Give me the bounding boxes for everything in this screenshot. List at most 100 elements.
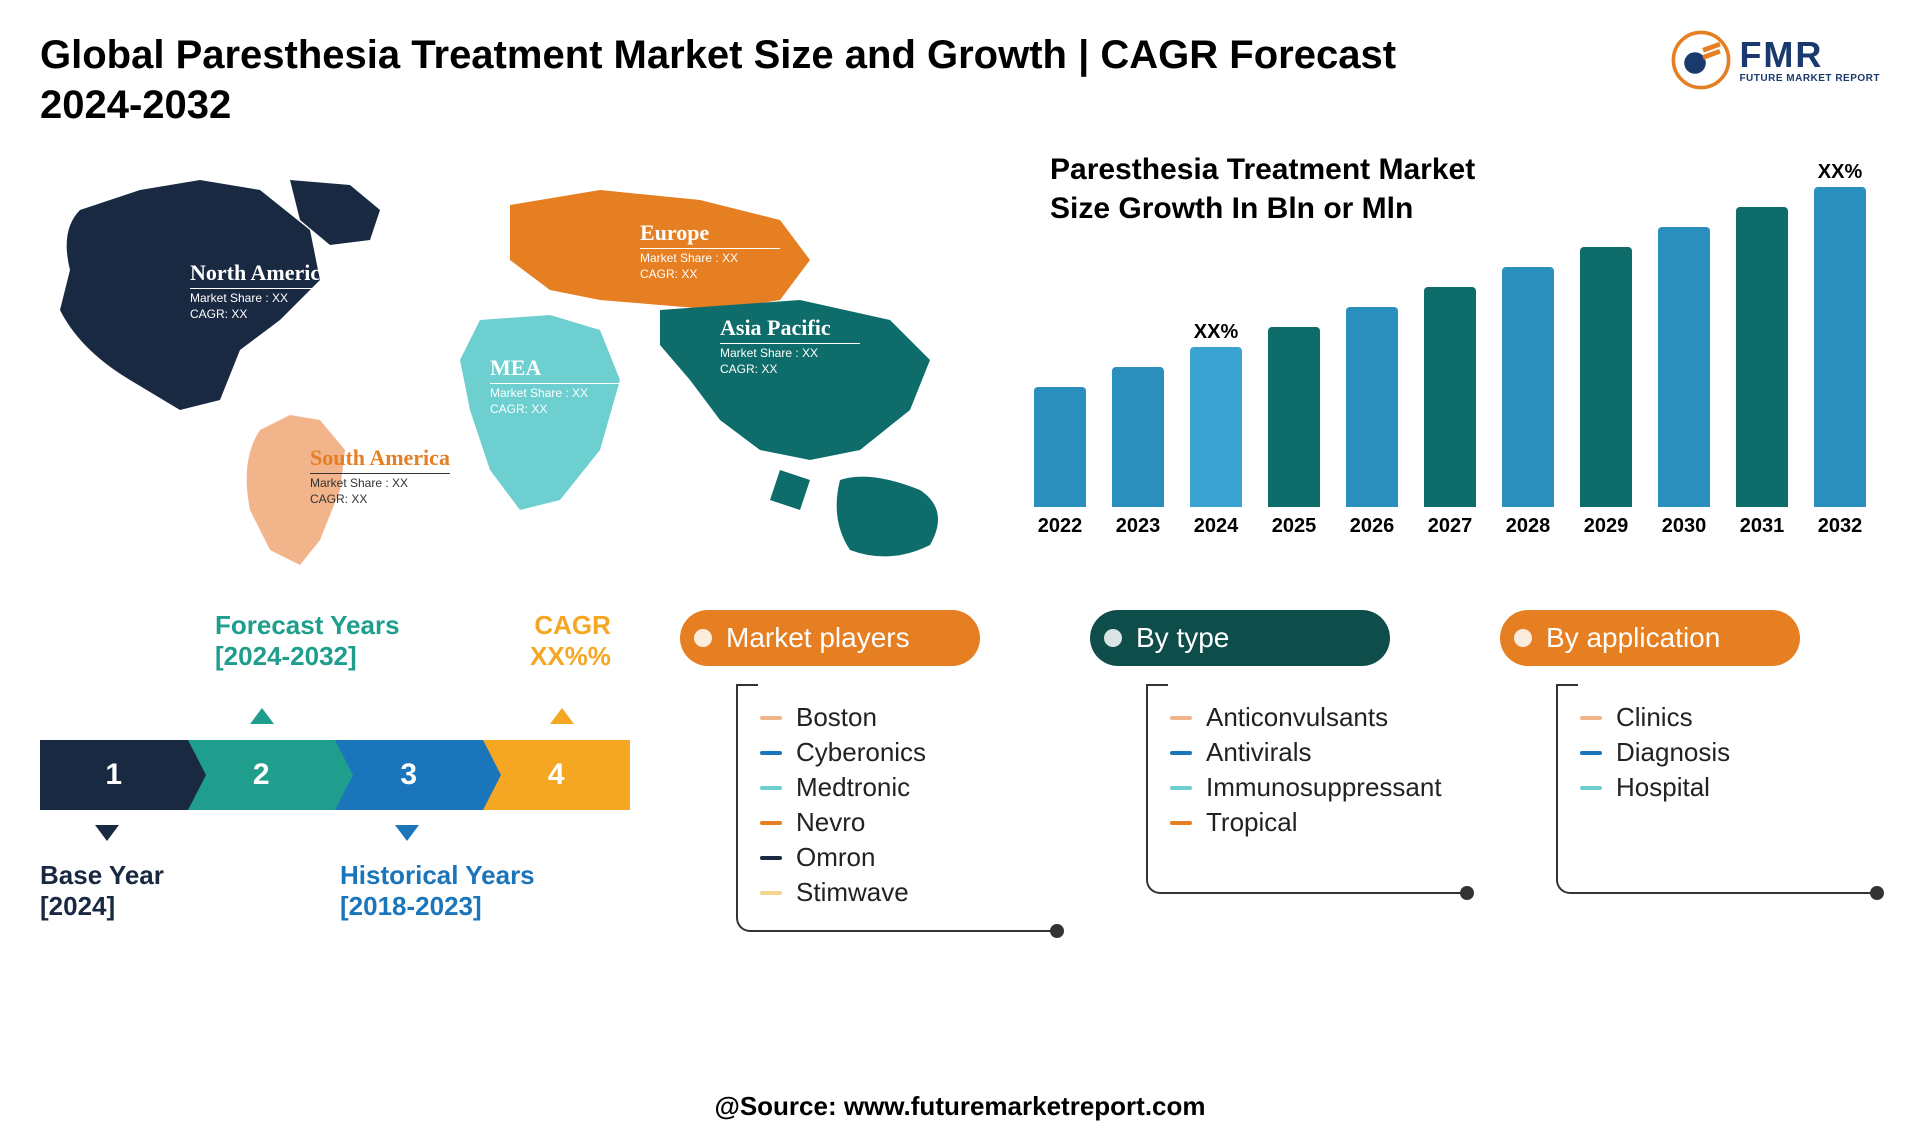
item-text: Tropical xyxy=(1206,807,1298,838)
bar-column: 2028 xyxy=(1498,267,1558,538)
binoculars-icon xyxy=(1671,30,1731,90)
tick-icon xyxy=(1580,751,1602,755)
region-mea-cagr: CAGR: XX xyxy=(490,402,630,418)
tick-icon xyxy=(760,751,782,755)
timeline-infographic: Forecast Years [2024-2032] CAGR XX%% 1 2… xyxy=(40,610,650,930)
timeline-seg-4: 4 xyxy=(483,740,631,810)
list-item: Immunosuppressant xyxy=(1170,772,1466,803)
item-text: Hospital xyxy=(1616,772,1710,803)
bar-column: 2027 xyxy=(1420,287,1480,538)
bar-year-label: 2029 xyxy=(1584,515,1629,538)
bar-year-label: 2030 xyxy=(1662,515,1707,538)
item-text: Clinics xyxy=(1616,702,1693,733)
bar-year-label: 2023 xyxy=(1116,515,1161,538)
fmr-logo: FMR FUTURE MARKET REPORT xyxy=(1671,30,1880,90)
hist-range: [2018-2023] xyxy=(340,891,482,921)
list-item: Stimwave xyxy=(760,877,1056,908)
bar-year-label: 2026 xyxy=(1350,515,1395,538)
tick-icon xyxy=(760,716,782,720)
bar-column: 2022 xyxy=(1030,387,1090,538)
dot-icon xyxy=(1514,629,1532,647)
dot-icon xyxy=(1104,629,1122,647)
forecast-range: [2024-2032] xyxy=(215,641,357,671)
region-na-cagr: CAGR: XX xyxy=(190,307,331,323)
tick-icon xyxy=(760,821,782,825)
arrow-up-icon xyxy=(550,708,574,724)
source-attribution: @Source: www.futuremarketreport.com xyxy=(0,1091,1920,1122)
region-sa-share: Market Share : XX xyxy=(310,476,450,492)
bar-rect xyxy=(1268,327,1320,507)
list-item: Diagnosis xyxy=(1580,737,1876,768)
bar-annotation: XX% xyxy=(1194,321,1238,344)
item-text: Omron xyxy=(796,842,875,873)
tick-icon xyxy=(1170,786,1192,790)
list-item: Tropical xyxy=(1170,807,1466,838)
bar-annotation: XX% xyxy=(1818,161,1862,184)
tick-icon xyxy=(1170,716,1192,720)
pill-label: Market players xyxy=(726,622,910,654)
bar-column: 2023 xyxy=(1108,367,1168,538)
region-ap-cagr: CAGR: XX xyxy=(720,362,860,378)
arrow-down-icon xyxy=(95,825,119,841)
pill-label: By type xyxy=(1136,622,1229,654)
base-range: [2024] xyxy=(40,891,115,921)
list-item: Hospital xyxy=(1580,772,1876,803)
item-text: Stimwave xyxy=(796,877,909,908)
item-text: Immunosuppressant xyxy=(1206,772,1442,803)
bar-year-label: 2025 xyxy=(1272,515,1317,538)
list-item: Anticonvulsants xyxy=(1170,702,1466,733)
tick-icon xyxy=(760,856,782,860)
timeline-bar: 1 2 3 4 xyxy=(40,740,630,810)
list-item: Medtronic xyxy=(760,772,1056,803)
bar-column: 2026 xyxy=(1342,307,1402,538)
bar-rect xyxy=(1346,307,1398,507)
item-text: Diagnosis xyxy=(1616,737,1730,768)
bar-column: 2030 xyxy=(1654,227,1714,538)
dot-icon xyxy=(694,629,712,647)
region-eu-share: Market Share : XX xyxy=(640,251,780,267)
bar-year-label: 2024 xyxy=(1194,515,1239,538)
bar-year-label: 2027 xyxy=(1428,515,1473,538)
hist-label: Historical Years xyxy=(340,860,535,890)
region-sa-name: South America xyxy=(310,445,450,471)
timeline-seg-3: 3 xyxy=(335,740,483,810)
region-sa-cagr: CAGR: XX xyxy=(310,492,450,508)
bar-column: 2031 xyxy=(1732,207,1792,538)
bar-column: XX%2024 xyxy=(1186,347,1246,538)
arrow-up-icon xyxy=(250,708,274,724)
bar-year-label: 2028 xyxy=(1506,515,1551,538)
chart-title: Paresthesia Treatment Market Size Growth… xyxy=(1050,150,1500,228)
item-text: Nevro xyxy=(796,807,865,838)
bar-rect xyxy=(1112,367,1164,507)
region-na-name: North America xyxy=(190,260,331,286)
list-item: Boston xyxy=(760,702,1056,733)
bar-rect xyxy=(1502,267,1554,507)
bar-rect xyxy=(1190,347,1242,507)
list-item: Cyberonics xyxy=(760,737,1056,768)
region-ap-name: Asia Pacific xyxy=(720,315,860,341)
pill-market-players: Market players xyxy=(680,610,980,666)
tick-icon xyxy=(760,786,782,790)
bar-rect xyxy=(1424,287,1476,507)
tick-icon xyxy=(1170,751,1192,755)
bar-year-label: 2032 xyxy=(1818,515,1863,538)
logo-text-main: FMR xyxy=(1739,37,1880,73)
header: Global Paresthesia Treatment Market Size… xyxy=(40,30,1880,130)
pill-by-application: By application xyxy=(1500,610,1800,666)
bar-column: 2025 xyxy=(1264,327,1324,538)
by-type-block: By type AnticonvulsantsAntiviralsImmunos… xyxy=(1090,610,1470,932)
item-text: Cyberonics xyxy=(796,737,926,768)
bar-year-label: 2022 xyxy=(1038,515,1083,538)
cagr-value: XX%% xyxy=(530,641,611,671)
tick-icon xyxy=(760,891,782,895)
region-ap-share: Market Share : XX xyxy=(720,346,860,362)
cagr-label: CAGR xyxy=(534,610,611,640)
region-eu-name: Europe xyxy=(640,220,780,246)
page-title: Global Paresthesia Treatment Market Size… xyxy=(40,30,1490,130)
forecast-label: Forecast Years xyxy=(215,610,400,640)
region-mea-share: Market Share : XX xyxy=(490,386,630,402)
bar-rect xyxy=(1658,227,1710,507)
tick-icon xyxy=(1170,821,1192,825)
region-na-share: Market Share : XX xyxy=(190,291,331,307)
bar-rect xyxy=(1736,207,1788,507)
